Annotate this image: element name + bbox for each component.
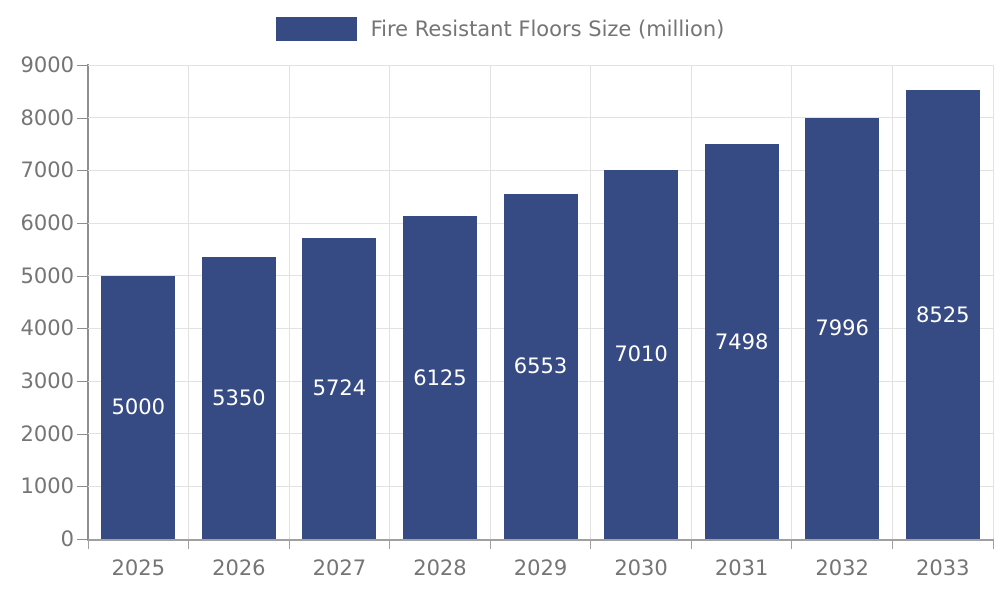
x-tick-label: 2029 [513, 556, 568, 580]
y-tick-label: 2000 [20, 421, 74, 446]
y-tick-label: 0 [60, 527, 74, 551]
x-tick-label: 2030 [614, 556, 668, 580]
y-tick-label: 5000 [20, 263, 74, 288]
gridline-vertical [389, 65, 391, 539]
x-axis-line [87, 539, 994, 541]
bar-value-label: 5000 [111, 395, 165, 420]
bar: 8525 [905, 90, 980, 539]
gridline-vertical [891, 65, 893, 539]
x-tick-label: 2028 [413, 556, 467, 580]
x-tick-mark [389, 541, 391, 549]
bar-value-label: 6553 [513, 354, 568, 379]
x-tick-mark [891, 541, 893, 549]
y-tick-mark [77, 433, 88, 435]
x-tick-mark [288, 541, 290, 549]
y-axis-line [87, 64, 89, 541]
legend[interactable]: Fire Resistant Floors Size (million) [0, 17, 1000, 41]
bar: 5350 [201, 257, 276, 539]
gridline-vertical [690, 65, 692, 539]
gridline-vertical [992, 65, 994, 539]
y-tick-mark [77, 381, 88, 382]
bar-value-label: 8525 [915, 302, 970, 327]
x-tick-label: 2025 [111, 556, 165, 580]
bar-value-label: 7996 [815, 316, 869, 341]
y-tick-label: 4000 [20, 316, 74, 341]
gridline-horizontal [88, 117, 993, 119]
gridline-horizontal [88, 169, 993, 171]
gridline-horizontal [88, 64, 993, 66]
y-tick-mark [77, 117, 88, 119]
y-tick-label: 9000 [20, 53, 74, 77]
y-tick-mark [77, 223, 88, 224]
bar: 7010 [604, 169, 679, 539]
y-tick-label: 6000 [20, 211, 74, 235]
bar: 5724 [302, 237, 377, 539]
y-tick-mark [77, 275, 88, 277]
gridline-vertical [288, 65, 290, 539]
bar: 7498 [704, 144, 779, 539]
x-tick-label: 2027 [312, 556, 367, 580]
bar: 5000 [101, 275, 176, 539]
x-tick-label: 2031 [714, 556, 769, 580]
x-axis-labels: 2025 2026 2027 2028 2029 2030 2031 2032 2033 [88, 556, 993, 586]
y-tick-label: 8000 [20, 105, 74, 130]
y-tick-label: 7000 [20, 158, 74, 183]
x-tick-mark [87, 541, 89, 549]
bar-value-label: 6125 [413, 365, 467, 390]
bar: 7996 [805, 117, 880, 539]
x-tick-label: 2032 [815, 556, 869, 580]
gridline-vertical [188, 65, 190, 539]
y-tick-label: 1000 [20, 474, 74, 499]
bar: 6553 [503, 193, 578, 539]
y-axis-labels: 0 1000 2000 3000 4000 5000 6000 7000 8000 9000 [0, 53, 74, 551]
x-tick-mark [590, 541, 592, 549]
x-tick-mark [791, 541, 793, 549]
x-tick-mark [489, 541, 491, 549]
y-tick-label: 3000 [20, 369, 74, 393]
bar-value-label: 7498 [714, 329, 769, 354]
x-tick-label: 2033 [915, 556, 970, 580]
bar-value-label: 5350 [212, 386, 266, 411]
y-tick-mark [77, 65, 88, 66]
y-tick-mark [77, 486, 88, 488]
bar-value-label: 7010 [614, 342, 668, 367]
y-tick-mark [77, 328, 88, 330]
legend-swatch-icon [275, 17, 357, 41]
gridline-vertical [489, 65, 491, 539]
x-tick-mark [992, 541, 994, 549]
x-tick-label: 2026 [212, 556, 266, 580]
bar-value-label: 5724 [312, 376, 367, 401]
y-tick-mark [77, 539, 88, 540]
bar: 6125 [402, 216, 477, 539]
gridline-vertical [590, 65, 592, 539]
x-tick-mark [690, 541, 692, 549]
y-tick-mark [77, 170, 88, 172]
legend-label: Fire Resistant Floors Size (million) [370, 17, 725, 41]
x-tick-mark [188, 541, 190, 549]
plot-area: 5000 5350 5724 6125 6553 7010 7498 7996 8525 [88, 64, 994, 539]
gridline-vertical [791, 65, 793, 539]
